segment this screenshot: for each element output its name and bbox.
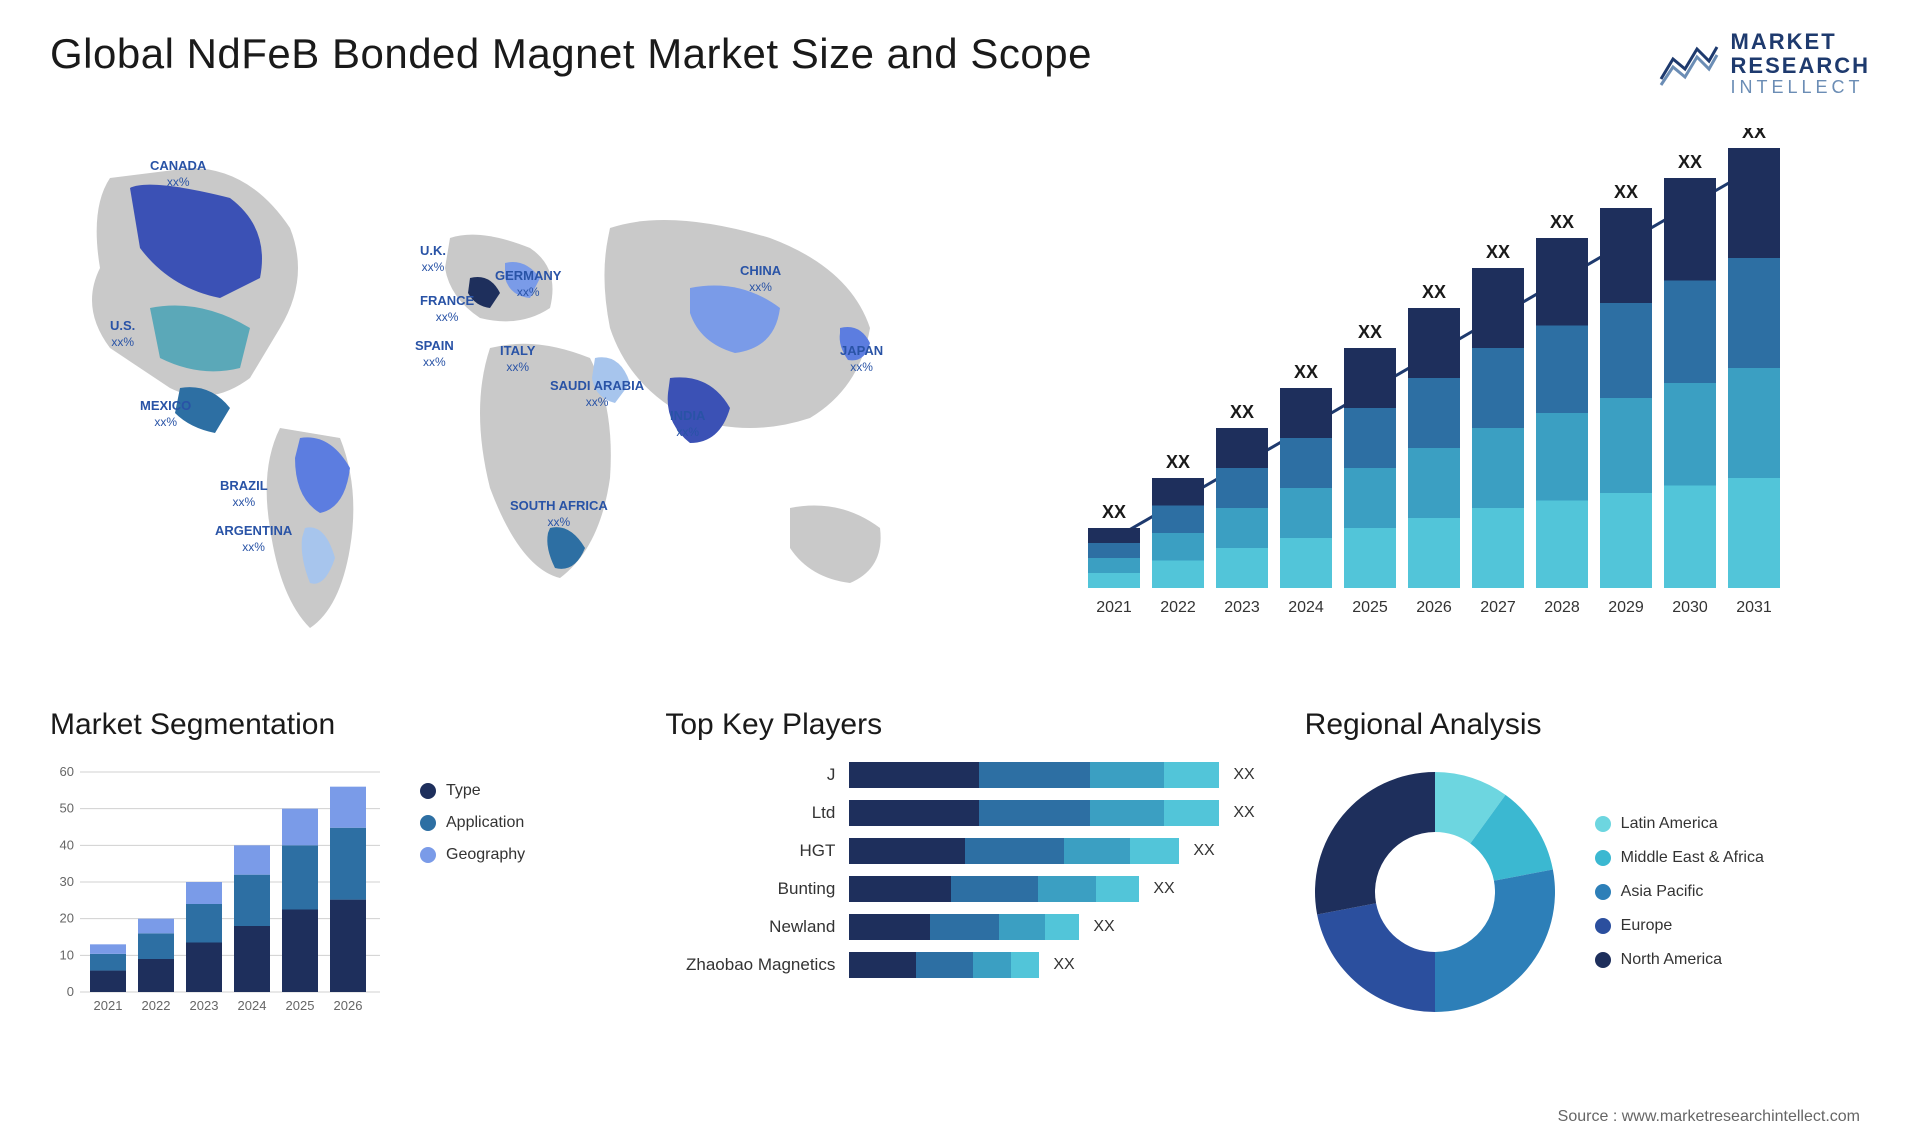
player-name: HGT [665, 841, 835, 861]
regional-legend-item: Europe [1595, 917, 1764, 935]
svg-text:2022: 2022 [142, 998, 171, 1013]
player-bar [849, 914, 1079, 940]
svg-text:2026: 2026 [1416, 599, 1452, 616]
map-label-uk: U.K.xx% [420, 243, 446, 274]
svg-text:2030: 2030 [1672, 599, 1708, 616]
svg-text:2025: 2025 [1352, 599, 1388, 616]
regional-panel: Regional Analysis Latin America Middle Ea… [1305, 708, 1870, 1022]
map-label-india: INDIAxx% [670, 408, 705, 439]
page-title: Global NdFeB Bonded Magnet Market Size a… [50, 30, 1092, 78]
map-label-spain: SPAINxx% [415, 338, 454, 369]
svg-text:XX: XX [1614, 182, 1638, 202]
svg-text:XX: XX [1294, 362, 1318, 382]
player-name: Bunting [665, 879, 835, 899]
player-row: Zhaobao Magnetics XX [665, 952, 1254, 978]
player-bar [849, 952, 1039, 978]
map-label-mexico: MEXICOxx% [140, 398, 191, 429]
brand-logo: MARKET RESEARCH INTELLECT [1659, 30, 1870, 98]
player-value: XX [1053, 956, 1074, 974]
map-label-southafrica: SOUTH AFRICAxx% [510, 498, 608, 529]
map-label-brazil: BRAZILxx% [220, 478, 268, 509]
logo-line1: MARKET [1731, 30, 1870, 54]
source-footer: Source : www.marketresearchintellect.com [1558, 1108, 1860, 1126]
map-label-germany: GERMANYxx% [495, 268, 561, 299]
player-name: Newland [665, 917, 835, 937]
svg-text:2024: 2024 [238, 998, 267, 1013]
player-name: J [665, 765, 835, 785]
svg-text:2031: 2031 [1736, 599, 1772, 616]
player-bar [849, 838, 1179, 864]
svg-text:2022: 2022 [1160, 599, 1196, 616]
player-row: Bunting XX [665, 876, 1254, 902]
svg-text:XX: XX [1102, 502, 1126, 522]
regional-legend-item: Asia Pacific [1595, 883, 1764, 901]
regional-legend-item: Latin America [1595, 815, 1764, 833]
svg-text:2027: 2027 [1480, 599, 1516, 616]
seg-legend-item: Geography [420, 846, 525, 864]
svg-text:30: 30 [60, 874, 74, 889]
svg-text:XX: XX [1486, 242, 1510, 262]
seg-legend-item: Application [420, 814, 525, 832]
regional-legend-item: Middle East & Africa [1595, 849, 1764, 867]
svg-text:XX: XX [1358, 322, 1382, 342]
player-value: XX [1093, 918, 1114, 936]
svg-text:2026: 2026 [334, 998, 363, 1013]
svg-text:10: 10 [60, 948, 74, 963]
svg-text:2024: 2024 [1288, 599, 1324, 616]
player-bar [849, 800, 1219, 826]
player-bar [849, 762, 1219, 788]
segmentation-title: Market Segmentation [50, 708, 615, 742]
svg-text:XX: XX [1166, 452, 1190, 472]
svg-text:20: 20 [60, 911, 74, 926]
svg-text:2023: 2023 [1224, 599, 1260, 616]
segmentation-panel: Market Segmentation 0 10 20 30 40 50 60 2021 202… [50, 708, 615, 1022]
player-value: XX [1233, 804, 1254, 822]
logo-line3: INTELLECT [1731, 78, 1870, 98]
svg-text:2023: 2023 [190, 998, 219, 1013]
regional-title: Regional Analysis [1305, 708, 1870, 742]
player-row: Newland XX [665, 914, 1254, 940]
player-row: J XX [665, 762, 1254, 788]
svg-text:XX: XX [1422, 282, 1446, 302]
svg-text:XX: XX [1678, 152, 1702, 172]
svg-text:40: 40 [60, 838, 74, 853]
svg-text:XX: XX [1742, 128, 1766, 142]
forecast-bar-chart: XX 2021 XX 2022 XX 2023 XX 2024 XX 2025 XX 2026 XX 20… [1010, 128, 1870, 668]
player-value: XX [1233, 766, 1254, 784]
player-name: Ltd [665, 803, 835, 823]
logo-icon [1659, 39, 1719, 89]
map-label-japan: JAPANxx% [840, 343, 883, 374]
player-bar [849, 876, 1139, 902]
svg-text:50: 50 [60, 801, 74, 816]
svg-text:XX: XX [1230, 402, 1254, 422]
map-label-italy: ITALYxx% [500, 343, 535, 374]
player-name: Zhaobao Magnetics [665, 955, 835, 975]
svg-text:0: 0 [67, 984, 74, 999]
regional-legend-item: North America [1595, 951, 1764, 969]
map-label-argentina: ARGENTINAxx% [215, 523, 292, 554]
player-row: Ltd XX [665, 800, 1254, 826]
map-label-france: FRANCExx% [420, 293, 474, 324]
map-label-us: U.S.xx% [110, 318, 135, 349]
player-value: XX [1193, 842, 1214, 860]
svg-text:60: 60 [60, 764, 74, 779]
svg-text:2025: 2025 [286, 998, 315, 1013]
world-map: CANADAxx% U.S.xx% MEXICOxx% BRAZILxx% ARGENT… [50, 128, 970, 668]
svg-text:2021: 2021 [1096, 599, 1132, 616]
player-value: XX [1153, 880, 1174, 898]
seg-legend-item: Type [420, 782, 525, 800]
map-label-china: CHINAxx% [740, 263, 781, 294]
svg-text:2021: 2021 [94, 998, 123, 1013]
logo-line2: RESEARCH [1731, 54, 1870, 78]
svg-text:2028: 2028 [1544, 599, 1580, 616]
players-panel: Top Key Players JXXLtdXXHGTXXBuntingXXNe… [665, 708, 1254, 1022]
svg-text:XX: XX [1550, 212, 1574, 232]
players-title: Top Key Players [665, 708, 1254, 742]
map-label-saudiarabia: SAUDI ARABIAxx% [550, 378, 644, 409]
map-label-canada: CANADAxx% [150, 158, 206, 189]
svg-text:2029: 2029 [1608, 599, 1644, 616]
player-row: HGT XX [665, 838, 1254, 864]
